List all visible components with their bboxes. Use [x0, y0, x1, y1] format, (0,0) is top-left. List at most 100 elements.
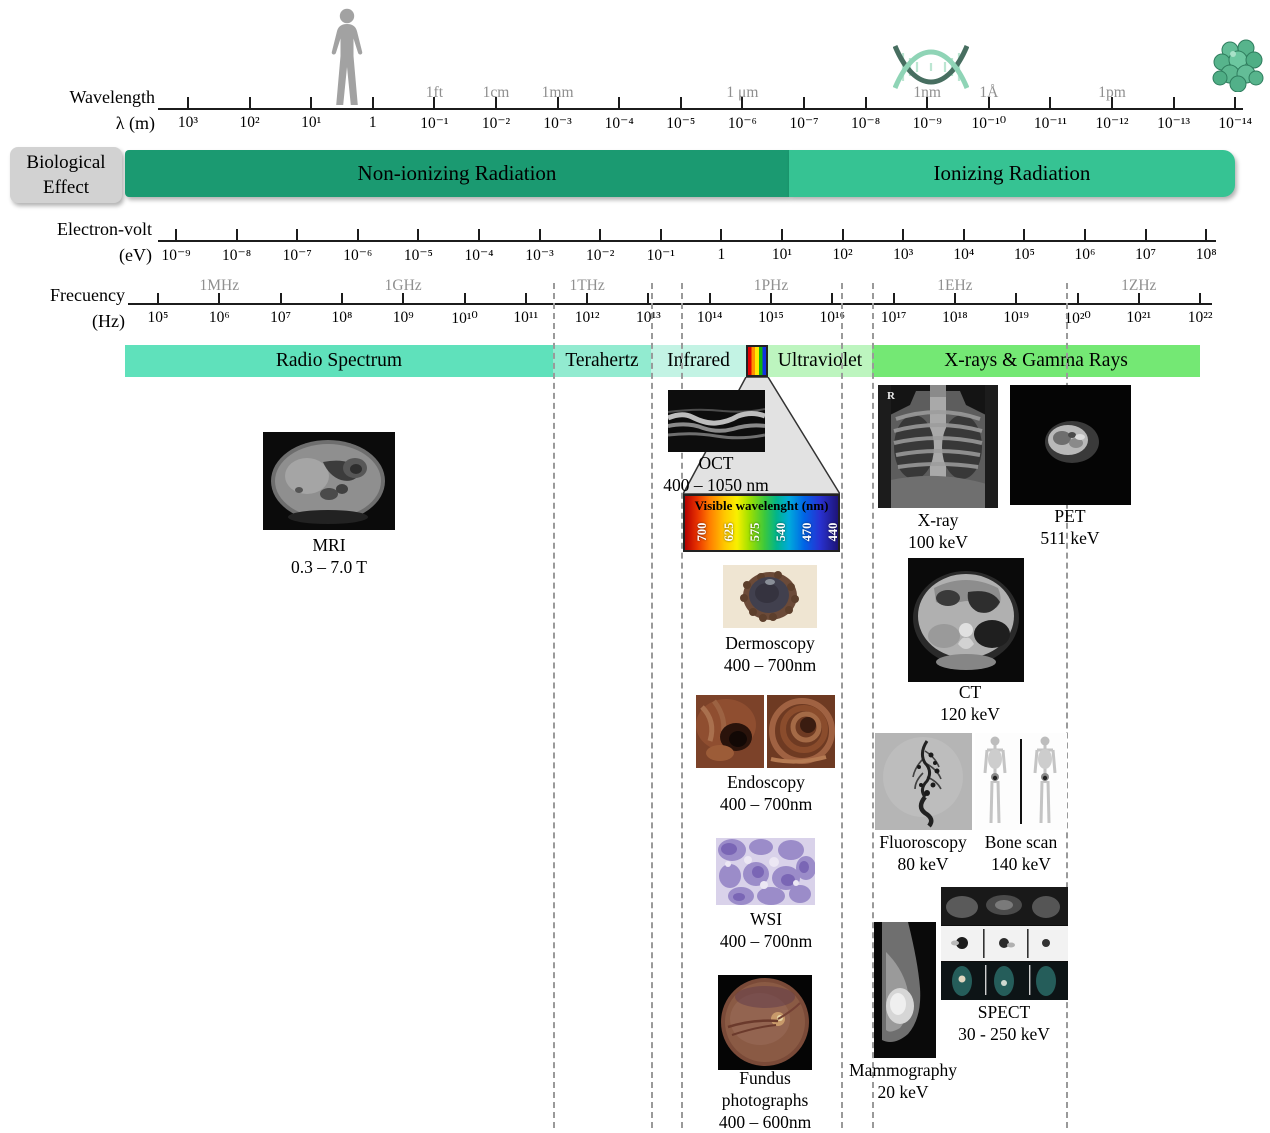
wavelength-axis-title: Wavelength λ (m) [69, 84, 155, 136]
mammography-caption: Mammography 20 keV [849, 1059, 957, 1103]
fundus-caption: Fundus photographs 400 – 600nm [719, 1067, 811, 1133]
wavelength-unit-marker: 1pm [1098, 84, 1126, 101]
wavelength-tick [926, 97, 929, 108]
electron_volt-tick-label: 10⁻⁷ [282, 247, 312, 264]
wavelength-tick [803, 97, 805, 108]
wavelength-tick [741, 97, 744, 108]
dashed-separator [553, 283, 555, 1128]
frequency-tick [402, 293, 405, 303]
wavelength-tick-label: 10⁻⁷ [789, 115, 819, 132]
wsi-image [716, 838, 815, 905]
electron_volt-tick-label: 10⁻⁹ [161, 247, 191, 264]
dermoscopy-image [723, 565, 817, 628]
electron_volt-tick [235, 229, 238, 240]
wavelength-tick-label: 10⁻¹ [420, 115, 449, 132]
electron_volt-tick-label: 10³ [893, 246, 914, 263]
oct-caption-line: 400 – 1050 nm [663, 475, 769, 495]
band-infrared: Infrared [651, 345, 746, 377]
wavelength-tick-label: 10⁻⁸ [851, 115, 881, 132]
frequency-tick [1199, 293, 1202, 303]
wavelength-tick [556, 97, 559, 108]
electron_volt-tick [1084, 229, 1086, 240]
atom-molecule-icon [1212, 39, 1264, 92]
electron_volt-tick [720, 229, 723, 240]
wavelength-tick-label: 10⁻⁹ [912, 115, 942, 132]
ct-caption: CT 120 keV [940, 681, 1000, 725]
mri-caption-line: MRI [312, 535, 346, 555]
wsi-caption-line: WSI [749, 909, 783, 929]
frequency-tick-label: 10¹⁸ [942, 309, 968, 326]
dashed-separator [681, 283, 683, 1128]
electron-volt-unit: (eV) [119, 245, 152, 265]
electron_volt-tick-label: 10⁶ [1074, 246, 1096, 263]
dermoscopy-caption: Dermoscopy 400 – 700nm [724, 632, 816, 676]
biological-effect-label: Biological Effect [10, 147, 122, 203]
band-label: Ultraviolet [777, 350, 863, 371]
frequency-tick [770, 293, 772, 303]
wavelength-tick-label: 10⁻¹⁰ [971, 115, 1007, 132]
frequency-tick [524, 293, 527, 303]
frequency-unit-marker: 1THz [569, 277, 605, 294]
wavelength-tick-label: 10⁻¹² [1095, 115, 1129, 132]
wavelength-tick-label: 10³ [177, 114, 199, 131]
electron_volt-tick [1023, 229, 1026, 240]
frequency-tick [1137, 293, 1140, 303]
ct-caption-line: CT [958, 682, 982, 702]
wavelength-tick-label: 1 [368, 114, 377, 131]
frequency-unit-marker: 1GHz [384, 277, 422, 294]
frequency-unit-marker: 1EHz [937, 277, 973, 294]
electron_volt-tick-label: 10⁻⁵ [403, 247, 433, 264]
electron_volt-tick [902, 229, 905, 240]
mammography-image [874, 922, 936, 1058]
human-figure-icon [331, 8, 363, 105]
electron_volt-tick-label: 10¹ [771, 246, 793, 263]
band-xray_gamma: X-rays & Gamma Rays [872, 345, 1200, 377]
dashed-separator [872, 283, 874, 1128]
frequency-tick-label: 10¹⁶ [819, 309, 846, 326]
wavelength-tick-label: 10⁻⁶ [727, 115, 757, 132]
frequency-tick-label: 10²⁰ [1064, 310, 1091, 327]
mri-caption: MRI 0.3 – 7.0 T [291, 534, 367, 578]
electron_volt-tick [417, 229, 420, 240]
frequency-tick-label: 10²¹ [1126, 309, 1152, 326]
electron_volt-tick-label: 10² [832, 246, 853, 263]
electron_volt-axis-line [158, 240, 1216, 242]
non-ionizing-radiation-bar: Non-ionizing Radiation [125, 150, 789, 197]
bone_scan-caption-line: Bone scan [984, 832, 1058, 852]
fluoroscopy-caption-line: 80 keV [897, 854, 949, 874]
electron_volt-tick [1144, 229, 1147, 240]
fundus-caption-line: Fundus [739, 1068, 791, 1088]
xray-caption-line: 100 keV [908, 532, 968, 552]
electron_volt-tick-label: 10⁻⁸ [222, 247, 252, 264]
frequency-tick [647, 293, 650, 303]
colorbar-title: Visible wavelenght (nm) [694, 498, 829, 513]
frequency-tick [708, 293, 711, 303]
bone_scan-image [975, 733, 1067, 830]
frequency-tick [157, 293, 159, 303]
wavelength-tick-label: 10⁻⁵ [666, 115, 696, 132]
band-label: Terahertz [565, 350, 639, 371]
spect-image [941, 887, 1068, 1000]
mammography-caption-line: Mammography [849, 1060, 957, 1080]
dashed-separator [1066, 283, 1068, 1128]
frequency-tick [953, 293, 956, 303]
wavelength-tick-label: 10² [239, 114, 260, 131]
colorbar-value: 440 [825, 522, 840, 542]
frequency-tick [279, 293, 282, 303]
wavelength-tick [310, 97, 313, 108]
electron_volt-tick-label: 10⁻¹ [646, 247, 675, 264]
endoscopy-caption-line: 400 – 700nm [719, 794, 813, 814]
wavelength-unit: λ (m) [115, 113, 155, 133]
wavelength-tick-label: 10⁻² [481, 115, 511, 132]
wavelength-unit-marker: 1Å [979, 84, 999, 101]
mammography-caption-line: 20 keV [877, 1082, 929, 1102]
wavelength-unit-marker: 1mm [541, 84, 574, 101]
frequency-tick-label: 10⁹ [392, 309, 414, 326]
electron_volt-tick-label: 10⁷ [1135, 246, 1157, 263]
frequency-unit-marker: 1ZHz [1121, 277, 1157, 294]
electron-volt-title: Electron-volt [57, 219, 152, 239]
wavelength-tick [371, 97, 374, 108]
oct-caption: OCT 400 – 1050 nm [663, 452, 769, 496]
wavelength-tick [1172, 97, 1175, 108]
frequency-tick [1015, 293, 1018, 303]
